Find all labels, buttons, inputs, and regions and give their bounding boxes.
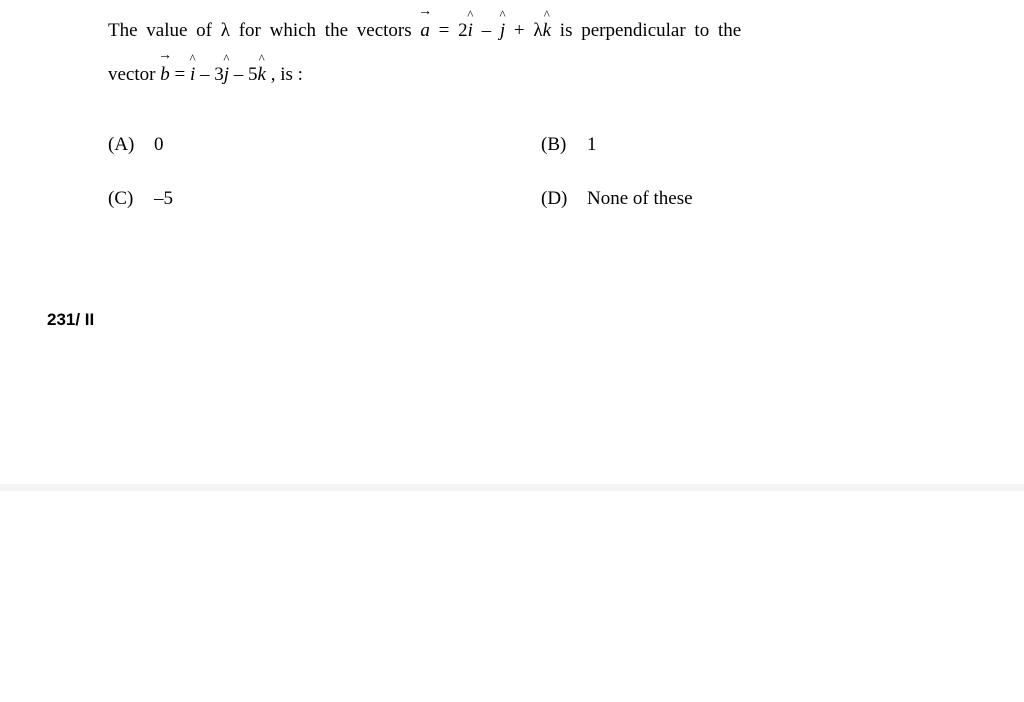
option-d-value: None of these bbox=[587, 188, 693, 210]
option-b-label: (B) bbox=[541, 134, 587, 156]
options-grid: (A) 0 (B) 1 (C) –5 (D) None of these bbox=[108, 134, 974, 210]
question-line1: The value of λ for which the vectors a =… bbox=[108, 12, 974, 50]
option-d-label: (D) bbox=[541, 188, 587, 210]
option-c: (C) –5 bbox=[108, 188, 541, 210]
k-hat-2: k bbox=[258, 56, 266, 94]
math-vector-a-expr: a = 2i – j + λk bbox=[420, 20, 559, 41]
eq-prefix-2: = bbox=[174, 64, 189, 85]
separator-band bbox=[0, 484, 1024, 491]
minus-3: – 5 bbox=[229, 64, 258, 85]
j-hat-2: j bbox=[224, 56, 229, 94]
option-b: (B) 1 bbox=[541, 134, 974, 156]
plus-lambda: + λ bbox=[505, 20, 542, 41]
line2-suffix: , is : bbox=[271, 64, 303, 85]
option-c-label: (C) bbox=[108, 188, 154, 210]
option-a-value: 0 bbox=[154, 134, 164, 156]
i-hat-2: i bbox=[190, 56, 195, 94]
question-line2: vector b = i – 3j – 5k , is : bbox=[108, 56, 974, 94]
minus-1: – bbox=[473, 20, 500, 41]
question-text-part1: The value of λ for which the vectors bbox=[108, 20, 420, 41]
j-hat-1: j bbox=[500, 12, 505, 50]
i-hat-1: i bbox=[468, 12, 473, 50]
vector-a-symbol: a bbox=[420, 12, 430, 50]
option-b-value: 1 bbox=[587, 134, 597, 156]
option-a: (A) 0 bbox=[108, 134, 541, 156]
vector-b-symbol: b bbox=[160, 56, 170, 94]
k-hat-1: k bbox=[543, 12, 551, 50]
minus-2: – 3 bbox=[195, 64, 224, 85]
option-a-label: (A) bbox=[108, 134, 154, 156]
option-d: (D) None of these bbox=[541, 188, 974, 210]
line2-prefix: vector bbox=[108, 64, 160, 85]
math-vector-b-expr: b = i – 3j – 5k bbox=[160, 64, 270, 85]
option-c-value: –5 bbox=[154, 188, 173, 210]
page-footer-id: 231/ II bbox=[47, 310, 94, 330]
eq-prefix-1: = 2 bbox=[439, 20, 468, 41]
question-text-part2: is perpendicular to the bbox=[560, 20, 741, 41]
